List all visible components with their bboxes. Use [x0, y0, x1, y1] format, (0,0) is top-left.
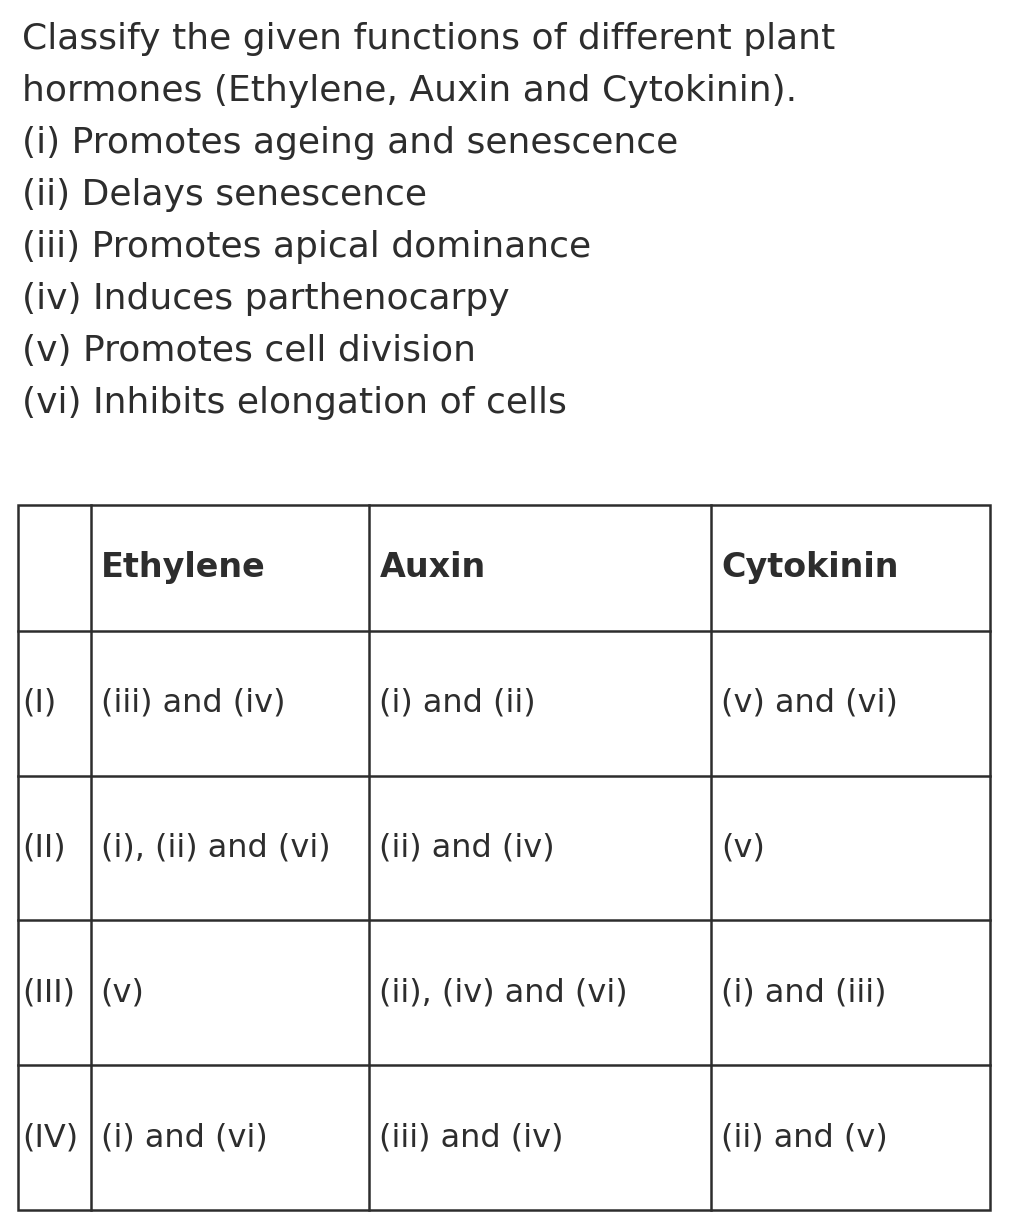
- Text: (i), (ii) and (vi): (i), (ii) and (vi): [100, 833, 331, 863]
- Text: (i) and (vi): (i) and (vi): [100, 1122, 267, 1153]
- Text: (ii), (iv) and (vi): (ii), (iv) and (vi): [380, 977, 628, 1009]
- Text: (iii) and (iv): (iii) and (iv): [380, 1122, 564, 1153]
- Text: (i) Promotes ageing and senescence: (i) Promotes ageing and senescence: [22, 126, 678, 160]
- Text: (iv) Induces parthenocarpy: (iv) Induces parthenocarpy: [22, 282, 510, 316]
- Text: (v) Promotes cell division: (v) Promotes cell division: [22, 335, 476, 368]
- Text: Cytokinin: Cytokinin: [721, 552, 899, 585]
- Text: (ii) Delays senescence: (ii) Delays senescence: [22, 178, 427, 212]
- Text: Ethylene: Ethylene: [100, 552, 265, 585]
- Text: (v): (v): [100, 977, 144, 1009]
- Text: (IV): (IV): [22, 1122, 78, 1153]
- Bar: [18, 505, 990, 1210]
- Text: Classify the given functions of different plant: Classify the given functions of differen…: [22, 22, 836, 56]
- Text: (i) and (ii): (i) and (ii): [380, 687, 537, 719]
- Text: (III): (III): [22, 977, 75, 1009]
- Text: hormones (Ethylene, Auxin and Cytokinin).: hormones (Ethylene, Auxin and Cytokinin)…: [22, 74, 797, 107]
- Text: Auxin: Auxin: [380, 552, 485, 585]
- Text: (i) and (iii): (i) and (iii): [721, 977, 887, 1009]
- Text: (I): (I): [22, 687, 56, 719]
- Text: (iii) and (iv): (iii) and (iv): [100, 687, 285, 719]
- Text: (iii) Promotes apical dominance: (iii) Promotes apical dominance: [22, 230, 591, 264]
- Text: (v) and (vi): (v) and (vi): [721, 687, 898, 719]
- Text: (vi) Inhibits elongation of cells: (vi) Inhibits elongation of cells: [22, 386, 567, 420]
- Text: (ii) and (v): (ii) and (v): [721, 1122, 888, 1153]
- Text: (ii) and (iv): (ii) and (iv): [380, 833, 555, 863]
- Text: (v): (v): [721, 833, 765, 863]
- Text: (II): (II): [22, 833, 66, 863]
